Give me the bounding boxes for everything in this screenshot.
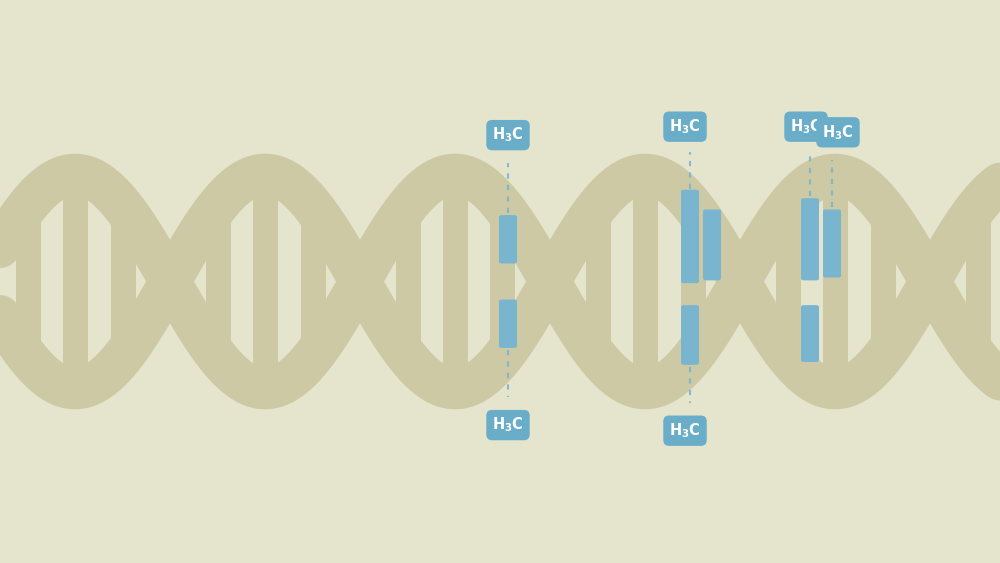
FancyBboxPatch shape — [801, 198, 819, 280]
FancyBboxPatch shape — [499, 215, 517, 263]
FancyBboxPatch shape — [801, 305, 819, 362]
Text: $\mathbf{H_3C}$: $\mathbf{H_3C}$ — [492, 126, 524, 145]
Text: $\mathbf{H_3C}$: $\mathbf{H_3C}$ — [790, 117, 822, 136]
FancyBboxPatch shape — [681, 305, 699, 365]
FancyBboxPatch shape — [681, 190, 699, 283]
Text: $\mathbf{H_3C}$: $\mathbf{H_3C}$ — [669, 421, 701, 440]
FancyBboxPatch shape — [823, 209, 841, 278]
Text: $\mathbf{H_3C}$: $\mathbf{H_3C}$ — [492, 415, 524, 435]
FancyBboxPatch shape — [499, 300, 517, 348]
FancyBboxPatch shape — [703, 209, 721, 280]
Text: $\mathbf{H_3C}$: $\mathbf{H_3C}$ — [669, 117, 701, 136]
Text: $\mathbf{H_3C}$: $\mathbf{H_3C}$ — [822, 123, 854, 142]
